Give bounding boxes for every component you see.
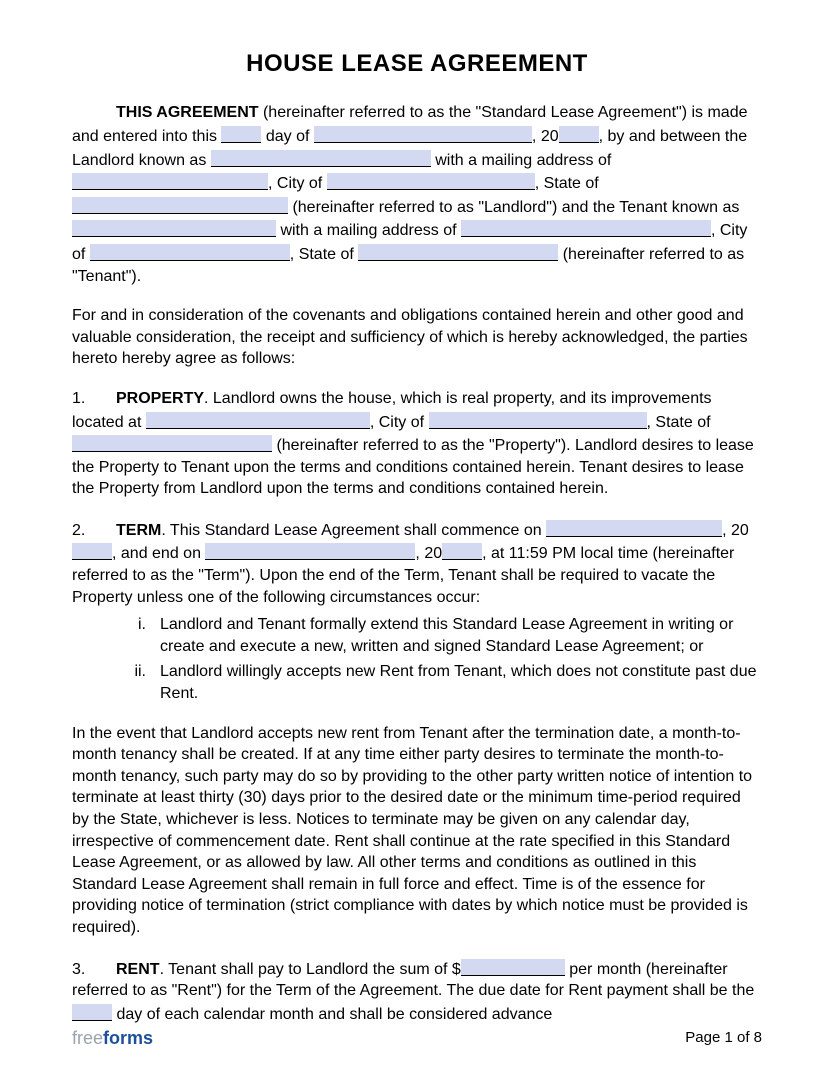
blank-property-state[interactable]: [72, 435, 272, 452]
blank-tenant-city[interactable]: [90, 244, 290, 261]
roman-numeral: i.: [126, 614, 160, 657]
blank-rent-due-day[interactable]: [72, 1004, 112, 1021]
blank-tenant-state[interactable]: [358, 244, 558, 261]
section-rent: 3.RENT. Tenant shall pay to Landlord the…: [72, 957, 762, 1026]
document-title: HOUSE LEASE AGREEMENT: [72, 48, 762, 80]
blank-month[interactable]: [314, 126, 532, 143]
logo-part-forms: forms: [103, 1028, 153, 1048]
blank-rent-amount[interactable]: [461, 959, 565, 976]
blank-term-start-year[interactable]: [72, 543, 112, 560]
page-footer: freeforms Page 1 of 8: [72, 1026, 762, 1050]
term-sublist: i. Landlord and Tenant formally extend t…: [72, 614, 762, 704]
blank-term-end-year[interactable]: [442, 543, 482, 560]
blank-tenant-address[interactable]: [461, 220, 711, 237]
list-text: Landlord and Tenant formally extend this…: [160, 614, 762, 657]
blank-term-start[interactable]: [546, 520, 722, 537]
blank-property-address[interactable]: [146, 412, 370, 429]
blank-landlord-state[interactable]: [72, 197, 288, 214]
section-number: 1.: [72, 388, 116, 410]
blank-property-city[interactable]: [429, 412, 647, 429]
section-term: 2.TERM. This Standard Lease Agreement sh…: [72, 518, 762, 608]
term-after-paragraph: In the event that Landlord accepts new r…: [72, 723, 762, 939]
blank-landlord-city[interactable]: [327, 173, 535, 190]
blank-day[interactable]: [221, 126, 261, 143]
blank-landlord-address[interactable]: [72, 173, 268, 190]
blank-term-end[interactable]: [205, 543, 415, 560]
section-heading: RENT: [116, 961, 160, 978]
blank-year[interactable]: [559, 126, 599, 143]
section-heading: PROPERTY: [116, 390, 204, 407]
page-number: Page 1 of 8: [685, 1028, 762, 1048]
list-item: i. Landlord and Tenant formally extend t…: [126, 614, 762, 657]
section-property: 1.PROPERTY. Landlord owns the house, whi…: [72, 388, 762, 500]
roman-numeral: ii.: [126, 661, 160, 704]
blank-landlord-name[interactable]: [211, 150, 431, 167]
consideration-paragraph: For and in consideration of the covenant…: [72, 305, 762, 370]
section-number: 2.: [72, 520, 116, 542]
section-heading: TERM: [116, 522, 161, 539]
logo: freeforms: [72, 1026, 153, 1050]
list-item: ii. Landlord willingly accepts new Rent …: [126, 661, 762, 704]
blank-tenant-name[interactable]: [72, 220, 276, 237]
intro-lead: THIS AGREEMENT: [116, 104, 259, 121]
logo-part-free: free: [72, 1028, 103, 1048]
list-text: Landlord willingly accepts new Rent from…: [160, 661, 762, 704]
intro-paragraph: THIS AGREEMENT (hereinafter referred to …: [72, 102, 762, 287]
section-number: 3.: [72, 959, 116, 981]
